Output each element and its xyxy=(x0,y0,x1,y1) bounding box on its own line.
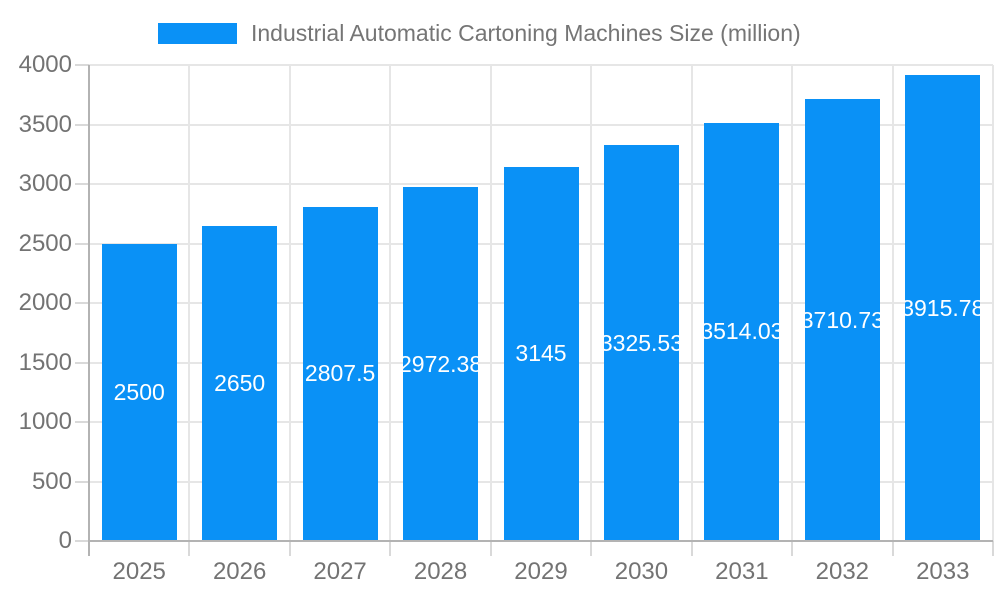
legend: Industrial Automatic Cartoning Machines … xyxy=(158,20,801,47)
x-tick-label: 2030 xyxy=(614,558,669,585)
legend-label: Industrial Automatic Cartoning Machines … xyxy=(251,20,801,46)
bar-value-label: 2650 xyxy=(214,369,266,396)
legend-swatch xyxy=(158,23,237,44)
y-tick-label: 0 xyxy=(58,527,72,554)
y-axis-tick xyxy=(75,361,89,364)
x-axis-tick xyxy=(288,541,291,556)
x-tick-label: 2031 xyxy=(715,558,769,585)
x-axis-tick xyxy=(590,541,593,556)
x-axis-tick xyxy=(489,541,492,556)
x-tick-label: 2032 xyxy=(815,558,870,585)
bar-2030: 3325.53 xyxy=(603,145,679,541)
x-tick-label: 2028 xyxy=(413,558,468,585)
gridline-vertical xyxy=(690,65,693,541)
y-tick-label: 1500 xyxy=(18,348,72,376)
y-tick-label: 3000 xyxy=(18,170,72,197)
gridline-horizontal xyxy=(89,123,993,126)
y-axis-tick xyxy=(75,242,89,245)
x-axis-line xyxy=(89,540,993,542)
gridline-vertical xyxy=(389,65,392,541)
x-axis-tick xyxy=(891,541,894,556)
bar-2027: 2807.5 xyxy=(302,206,378,541)
y-axis-tick xyxy=(75,123,89,126)
y-tick-label: 3500 xyxy=(18,110,72,138)
y-tick-label: 500 xyxy=(31,467,72,495)
bar-2033: 3915.78 xyxy=(905,75,981,541)
bar-value-label: 2807.5 xyxy=(304,360,376,387)
bar-value-label: 3325.53 xyxy=(603,329,679,356)
bar-value-label: 3915.78 xyxy=(905,294,981,321)
bar-value-label: 3514.03 xyxy=(704,318,780,345)
x-tick-label: 2026 xyxy=(212,558,267,585)
y-tick-label: 2500 xyxy=(18,229,72,257)
bar-value-label: 3710.73 xyxy=(804,306,880,333)
bar-2032: 3710.73 xyxy=(804,99,880,541)
y-axis-tick xyxy=(75,540,89,542)
gridline-vertical xyxy=(288,65,291,541)
y-tick-label: 1000 xyxy=(18,408,72,435)
y-axis-tick xyxy=(75,480,89,483)
bar-value-label: 2500 xyxy=(113,378,165,405)
gridline-vertical xyxy=(489,65,492,541)
bar-2029: 3145 xyxy=(503,166,579,541)
y-axis-line xyxy=(88,65,90,556)
gridline-vertical xyxy=(188,65,191,541)
bar-2026: 2650 xyxy=(202,225,278,541)
x-tick-label: 2027 xyxy=(313,558,367,585)
x-axis-tick xyxy=(188,541,191,556)
x-axis-tick xyxy=(690,541,693,556)
bar-2031: 3514.03 xyxy=(704,122,780,541)
x-axis-tick xyxy=(389,541,392,556)
x-tick-label: 2025 xyxy=(112,558,166,585)
x-tick-label: 2029 xyxy=(514,558,568,585)
y-axis-tick xyxy=(75,421,89,423)
y-tick-label: 2000 xyxy=(18,289,72,316)
bar-2028: 2972.38 xyxy=(403,187,479,541)
bar-value-label: 3145 xyxy=(515,340,567,367)
x-axis-tick xyxy=(992,541,994,556)
gridline-horizontal xyxy=(89,64,993,66)
gridline-vertical xyxy=(992,65,994,541)
y-axis-tick xyxy=(75,183,89,185)
y-tick-label: 4000 xyxy=(18,51,72,78)
x-axis-tick xyxy=(791,541,794,556)
bar-2025: 2500 xyxy=(101,243,177,541)
gridline-vertical xyxy=(791,65,794,541)
y-axis-tick xyxy=(75,64,89,66)
x-tick-label: 2033 xyxy=(916,558,970,585)
gridline-vertical xyxy=(891,65,894,541)
gridline-vertical xyxy=(590,65,593,541)
bar-value-label: 2972.38 xyxy=(403,350,479,377)
y-axis-tick xyxy=(75,302,89,304)
